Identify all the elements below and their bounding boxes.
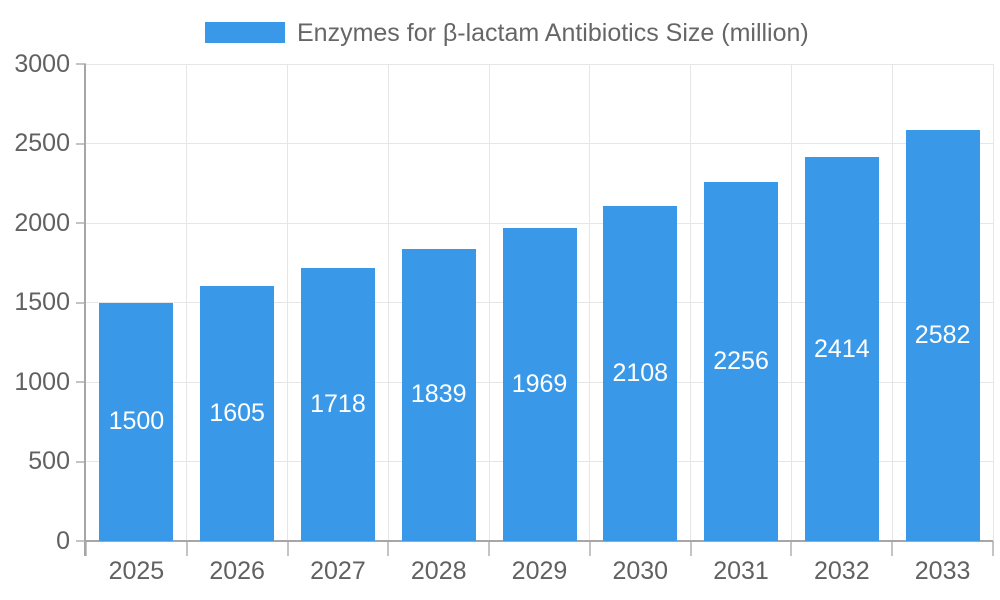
bar[interactable]: 2582	[905, 130, 980, 541]
y-axis-tick	[76, 142, 86, 145]
bar-value-label: 1969	[511, 369, 568, 398]
bar[interactable]: 1500	[99, 302, 174, 541]
v-gridline	[790, 64, 792, 541]
bar-value-label: 1500	[108, 407, 165, 436]
bar-value-label: 2256	[713, 347, 769, 376]
bar[interactable]: 2256	[704, 182, 779, 541]
x-axis-tick	[488, 541, 491, 556]
y-axis-tick	[76, 540, 86, 542]
x-axis-tick	[992, 541, 994, 556]
bar[interactable]: 1718	[300, 267, 375, 541]
x-axis-tick	[286, 541, 289, 556]
y-axis-tick	[76, 222, 86, 224]
legend-label[interactable]: Enzymes for β-lactam Antibiotics Size (m…	[297, 19, 809, 47]
x-tick-label: 2029	[511, 557, 568, 585]
legend-swatch[interactable]	[205, 22, 285, 43]
bar[interactable]: 2108	[603, 205, 678, 541]
v-gridline	[891, 64, 893, 541]
x-axis-tick	[588, 541, 591, 556]
x-axis-tick	[85, 541, 87, 556]
x-tick-label: 2032	[814, 557, 870, 585]
y-axis-line	[84, 64, 86, 556]
bar-value-label: 2582	[914, 321, 971, 350]
v-gridline	[690, 64, 692, 541]
y-axis-tick	[76, 381, 86, 383]
x-tick-label: 2027	[310, 557, 366, 585]
x-tick-label: 2026	[209, 557, 265, 585]
h-gridline	[86, 222, 993, 224]
bar-value-label: 2108	[612, 358, 669, 387]
x-tick-label: 2028	[410, 557, 467, 585]
v-gridline	[992, 64, 994, 541]
bar-value-label: 1605	[209, 398, 265, 427]
bar-value-label: 2414	[814, 334, 870, 363]
y-tick-label: 2000	[14, 208, 70, 237]
h-gridline	[86, 63, 993, 65]
bar-value-label: 1718	[310, 389, 366, 418]
v-gridline	[589, 64, 591, 541]
y-tick-label: 1500	[14, 288, 70, 316]
chart-legend: Enzymes for β-lactam Antibiotics Size (m…	[0, 0, 1000, 56]
y-axis-tick	[76, 460, 86, 463]
y-tick-label: 1000	[14, 367, 70, 396]
y-axis-tick	[76, 63, 86, 65]
x-axis-tick	[891, 541, 894, 556]
v-gridline	[387, 64, 389, 541]
x-axis-tick	[387, 541, 390, 556]
v-gridline	[287, 64, 289, 541]
x-tick-label: 2030	[612, 557, 669, 585]
y-tick-label: 0	[56, 526, 70, 555]
x-axis-tick	[185, 541, 188, 556]
x-tick-label: 2033	[914, 557, 971, 585]
y-tick-label: 3000	[14, 49, 70, 78]
v-gridline	[488, 64, 490, 541]
v-gridline	[186, 64, 188, 541]
bar[interactable]: 1839	[401, 248, 476, 541]
y-tick-label: 2500	[14, 129, 70, 157]
y-tick-label: 500	[28, 447, 70, 475]
bar[interactable]: 1969	[502, 227, 577, 541]
bar[interactable]: 2414	[804, 157, 879, 541]
bar-value-label: 1839	[410, 380, 467, 409]
x-axis-line	[86, 540, 993, 542]
x-tick-label: 2031	[713, 557, 769, 585]
x-axis-tick	[689, 541, 692, 556]
bar[interactable]: 1605	[200, 285, 275, 541]
y-axis-tick	[76, 301, 86, 304]
h-gridline	[86, 143, 993, 144]
x-tick-label: 2025	[108, 557, 165, 585]
x-axis-tick	[790, 541, 793, 556]
